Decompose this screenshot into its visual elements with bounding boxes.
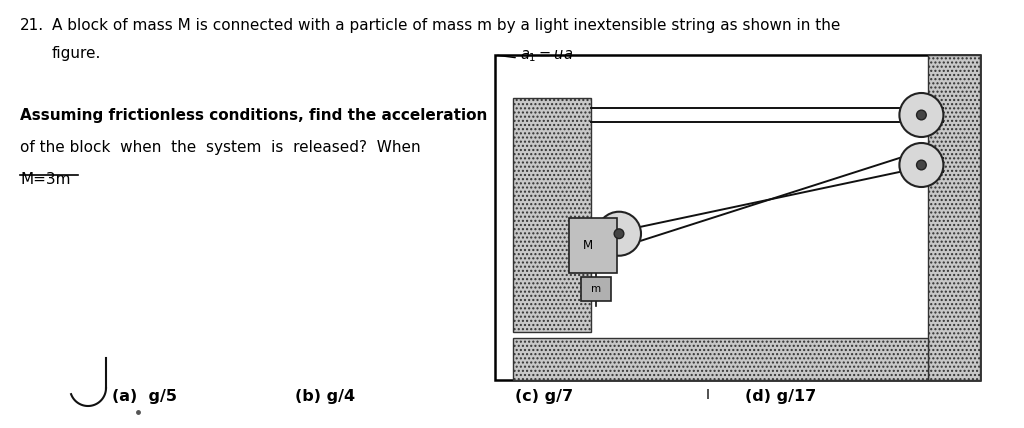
Bar <box>569 218 617 273</box>
Bar <box>513 338 928 380</box>
Text: A block of mass M is connected with a particle of mass m by a light inextensible: A block of mass M is connected with a pa… <box>52 18 841 33</box>
Text: m: m <box>591 284 601 294</box>
Bar <box>928 55 980 380</box>
Text: figure.: figure. <box>52 46 101 61</box>
Circle shape <box>899 143 943 187</box>
Bar <box>581 277 611 301</box>
Bar <box>495 55 980 380</box>
Circle shape <box>916 110 927 120</box>
Text: 21.: 21. <box>20 18 44 33</box>
Bar <box>513 98 591 332</box>
Circle shape <box>614 229 624 238</box>
Circle shape <box>916 160 927 170</box>
Text: Assuming frictionless conditions, find the acceleration: Assuming frictionless conditions, find t… <box>20 108 487 123</box>
Text: $a_1 = ua$: $a_1 = ua$ <box>520 48 573 64</box>
Text: of the block  when  the  system  is  released?  When: of the block when the system is released… <box>20 140 421 155</box>
Text: (c) g/7: (c) g/7 <box>515 389 573 404</box>
Text: (b) g/4: (b) g/4 <box>295 389 355 404</box>
Text: M: M <box>583 239 593 252</box>
Text: (d) g/17: (d) g/17 <box>745 389 816 404</box>
Circle shape <box>597 212 641 256</box>
Circle shape <box>899 93 943 137</box>
Text: (a)  g/5: (a) g/5 <box>112 389 177 404</box>
Text: M=3m: M=3m <box>20 172 71 187</box>
